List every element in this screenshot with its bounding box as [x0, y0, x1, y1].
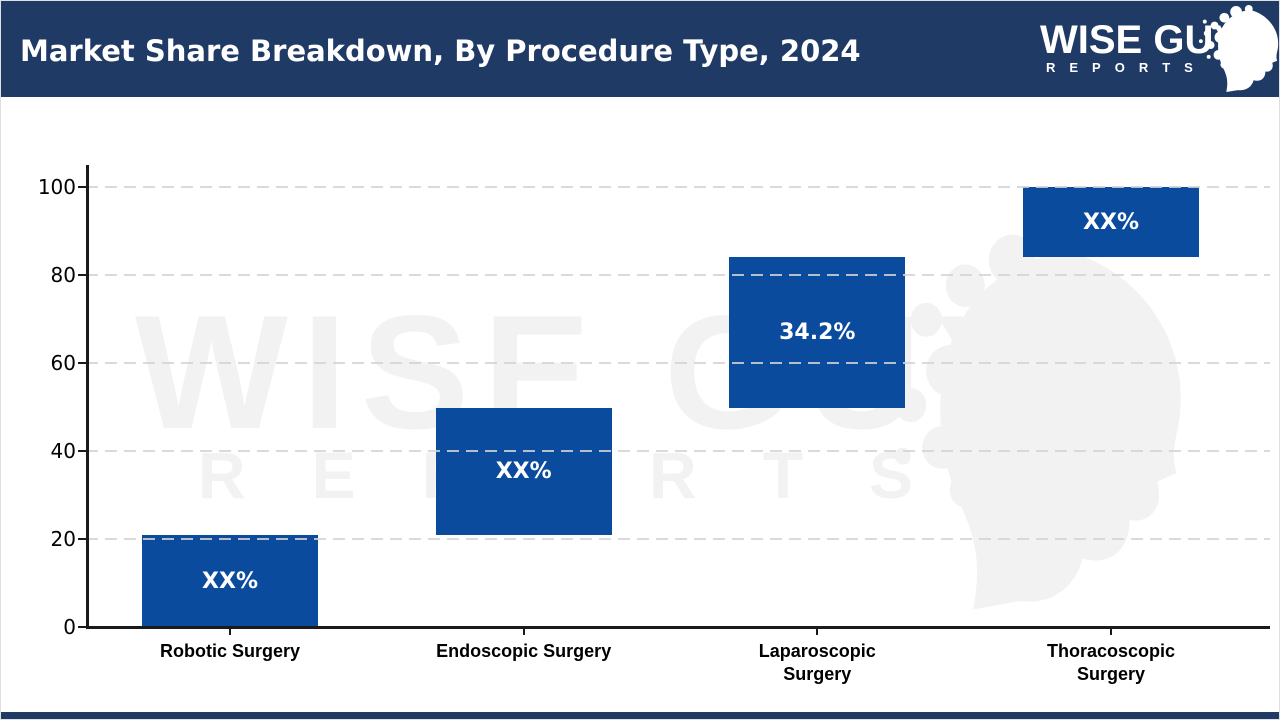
x-category-label-endoscopic-surgery: Endoscopic Surgery — [394, 640, 654, 663]
x-tick — [1110, 627, 1112, 635]
y-tick-label-80: 80 — [50, 263, 76, 287]
y-tick — [78, 626, 87, 628]
gridline-40 — [86, 450, 1270, 452]
footer-bar — [0, 712, 1280, 720]
gridline-60 — [86, 362, 1270, 364]
y-tick — [78, 538, 87, 540]
x-category-label-line: Surgery — [783, 664, 852, 684]
gridline-20 — [86, 538, 1270, 540]
bar-laparoscopic-surgery: 34.2% — [729, 257, 906, 408]
y-tick-label-40: 40 — [50, 439, 76, 463]
x-category-label-line: Endoscopic Surgery — [436, 641, 612, 661]
bar-robotic-surgery: XX% — [142, 535, 318, 627]
x-category-label-thoracoscopic-surgery: Thoracoscopic Surgery — [981, 640, 1241, 686]
gridline-80 — [86, 274, 1270, 276]
logo-wordmark: WISE GUY — [1040, 18, 1241, 62]
bar-value-label: XX% — [202, 568, 258, 594]
logo-subtitle: REPORTS — [1046, 60, 1207, 75]
x-category-label-line: Robotic Surgery — [159, 641, 301, 661]
watermark-head-icon — [863, 230, 1181, 610]
y-tick-label-20: 20 — [50, 527, 76, 551]
x-tick — [229, 627, 231, 635]
x-category-label-line: Surgery — [1076, 664, 1146, 684]
bar-value-label: XX% — [495, 459, 552, 485]
x-category-label-robotic-surgery: Robotic Surgery — [100, 640, 360, 663]
y-tick — [78, 362, 87, 364]
bar-thoracoscopic-surgery: XX% — [1023, 187, 1199, 258]
y-tick-label-60: 60 — [50, 351, 76, 375]
y-tick — [78, 450, 87, 452]
x-category-label-line: Thoracoscopic — [1046, 641, 1176, 661]
logo-head-icon — [1198, 5, 1279, 93]
page-title: Market Share Breakdown, By Procedure Typ… — [20, 34, 861, 68]
x-tick — [522, 627, 525, 635]
x-tick — [816, 627, 819, 635]
y-tick — [78, 186, 87, 188]
x-axis — [86, 626, 1270, 629]
x-category-label-laparoscopic-surgery: Laparoscopic Surgery — [687, 640, 947, 686]
gridline-100 — [86, 186, 1270, 188]
header-bar: Market Share Breakdown, By Procedure Typ… — [0, 0, 1280, 97]
y-tick-label-100: 100 — [37, 175, 76, 199]
x-category-label-line: Laparoscopic — [758, 641, 876, 661]
y-axis — [86, 165, 89, 629]
y-tick — [78, 274, 87, 276]
y-tick-label-0: 0 — [63, 615, 76, 639]
bar-value-label: 34.2% — [779, 320, 856, 346]
bar-endoscopic-surgery: XX% — [435, 407, 612, 536]
wise-guy-logo: WISE GUY REPORTS — [1000, 0, 1280, 97]
bar-value-label: XX% — [1083, 209, 1139, 235]
